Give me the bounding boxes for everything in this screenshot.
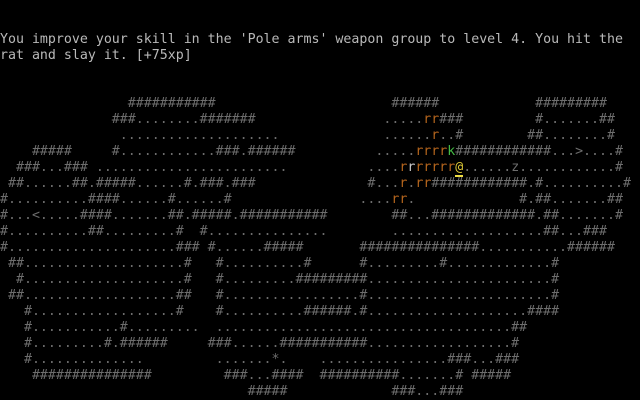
map-text: ### #.......##	[439, 112, 615, 127]
map-text: #.....................### #......##### #…	[0, 240, 615, 255]
ui-text: You improve your skill in the 'Pole arms…	[0, 32, 623, 47]
map-text: .................... ......	[0, 128, 432, 143]
map-row: ##......##.#####......#.###.### #...r.rr…	[0, 176, 640, 192]
map-text: .	[407, 176, 416, 191]
rat-glyph: rrrrr	[415, 160, 456, 175]
message-line: You improve your skill in the 'Pole arms…	[0, 32, 640, 48]
map-row: ##### #............###.###### .....rrrrk…	[0, 144, 640, 160]
message-area: You improve your skill in the 'Pole arms…	[0, 32, 640, 64]
map-text: ##### #............###.###### .....	[0, 144, 416, 159]
kobold-glyph: k	[447, 144, 456, 159]
map-row: #.............. .......*. ..............…	[0, 352, 640, 368]
map-row: #..........##.........# #...............…	[0, 224, 640, 240]
rat-glyph: rr	[391, 192, 408, 207]
rat-glyph: rr	[415, 176, 432, 191]
map-text: ##...................## #...............…	[0, 288, 560, 303]
map-text: ....	[287, 160, 400, 175]
map-text: ############...>....#	[455, 144, 623, 159]
map-text: #..........####......#......# ....	[0, 192, 392, 207]
map-text: #....................# #.........#######…	[0, 272, 560, 287]
map-row: ###........####### .....rr### #.......##	[0, 112, 640, 128]
map-text: #...........#......... .................…	[0, 320, 528, 335]
rat-glyph: r	[399, 176, 408, 191]
white-rat-glyph: r	[407, 160, 416, 175]
map-row: ###...### ........................ ....r…	[0, 160, 640, 177]
map-text: ..# ##........#	[439, 128, 615, 143]
map-row: #....................# #.........#######…	[0, 272, 640, 288]
map-text: #..........##.........# #...............…	[0, 224, 607, 239]
map-row: #...........#......... .................…	[0, 320, 640, 336]
player-glyph: @	[455, 160, 464, 177]
ui-text: rat and slay it. [+75xp]	[0, 48, 192, 63]
map-text: #...<.....####.......##.#####.##########…	[0, 208, 623, 223]
map-text: ############### ###...#### ##########...…	[0, 368, 512, 383]
map-row: #..................# #..........######.#…	[0, 304, 640, 320]
map-row: ##...................## #...............…	[0, 288, 640, 304]
map-text: ##### ###...###	[0, 384, 464, 399]
map-text: ############.#..........#	[431, 176, 631, 191]
map-row: ############### ###...#### ##########...…	[0, 368, 640, 384]
map-text: ########### ###### #########	[0, 96, 607, 111]
map-text: #.........#.###### ###......###########.…	[0, 336, 520, 351]
map-row: #..........####......#......# ....rr. #.…	[0, 192, 640, 208]
map-row: ########### ###### #########	[0, 96, 640, 112]
map-text: ##......##.#####......#.###.### #...	[0, 176, 400, 191]
map-row: ##### ###...###	[0, 384, 640, 400]
rat-glyph: rr	[423, 112, 440, 127]
map-row: #.........#.###### ###......###########.…	[0, 336, 640, 352]
map-text: #..................# #..........######.#…	[0, 304, 560, 319]
map-text: ###...### .......................	[0, 160, 280, 175]
map-text: ##....................# #..........# #..…	[0, 256, 560, 271]
rat-glyph: r	[399, 160, 408, 175]
dungeon-map: ########### ###### ######### ###........…	[0, 96, 640, 400]
message-line: rat and slay it. [+75xp]	[0, 48, 640, 64]
map-row: #...<.....####.......##.#####.##########…	[0, 208, 640, 224]
map-row: #.....................### #......##### #…	[0, 240, 640, 256]
map-text: ......z............#	[463, 160, 624, 175]
rat-glyph: rrrr	[415, 144, 448, 159]
map-text: #.............. .......*. ..............…	[0, 352, 520, 367]
map-row: .................... ......r..# ##......…	[0, 128, 640, 144]
map-text: .	[279, 160, 288, 175]
map-row: ##....................# #..........# #..…	[0, 256, 640, 272]
map-text: . #.##.......##	[407, 192, 623, 207]
map-text: ###........####### .....	[0, 112, 424, 127]
rat-glyph: r	[431, 128, 440, 143]
